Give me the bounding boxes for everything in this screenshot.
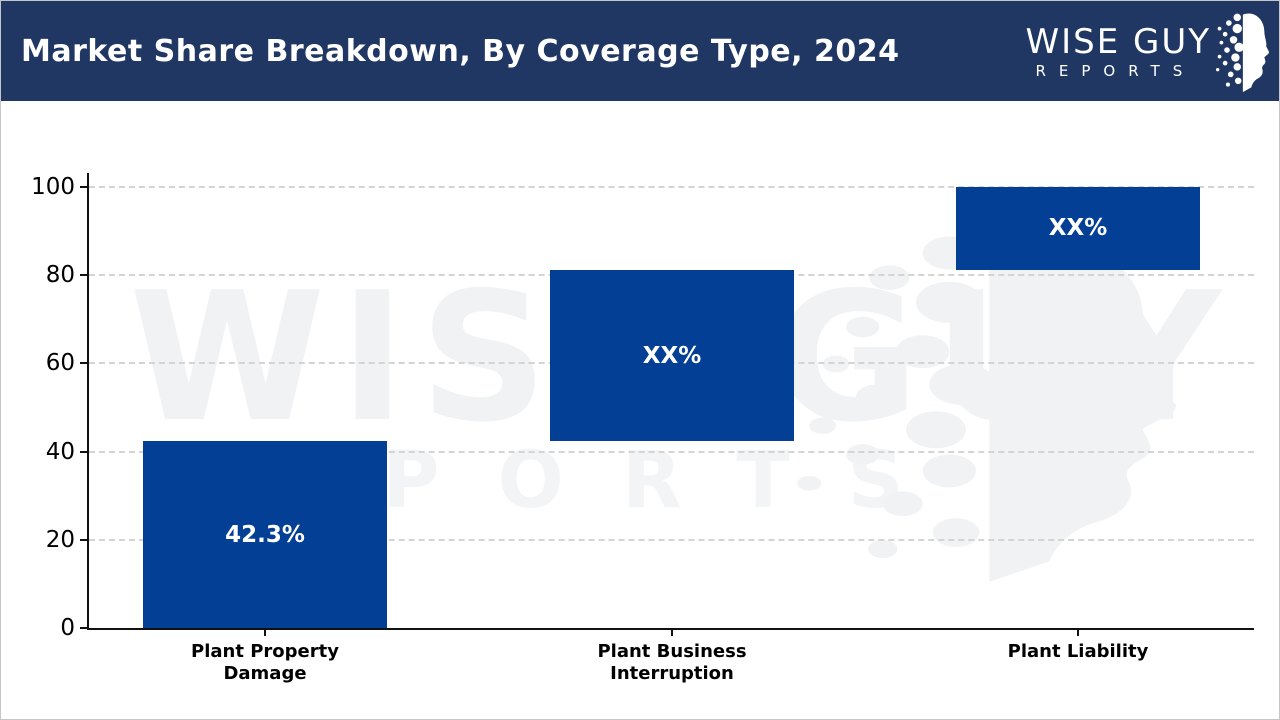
y-tick — [80, 450, 88, 453]
bar-value-label: 42.3% — [225, 521, 305, 548]
x-category-label-line: Interruption — [610, 663, 734, 684]
gridline-20 — [89, 538, 1254, 541]
x-category-label-line: Plant Property — [191, 641, 339, 662]
y-tick-label: 80 — [45, 262, 75, 289]
y-tick-label: 100 — [31, 174, 75, 200]
x-category-label-line: Plant Business — [597, 641, 747, 662]
y-tick — [80, 362, 88, 365]
wise-guy-head-icon — [1215, 13, 1269, 93]
y-tick — [80, 186, 88, 188]
y-tick-label: 60 — [45, 350, 75, 377]
x-tick — [671, 628, 673, 636]
y-tick — [80, 538, 88, 541]
logo-subtitle: REPORTS — [1035, 61, 1196, 80]
x-category-label: Plant Business Interruption — [512, 641, 832, 685]
logo-text: WISE GUY REPORTS — [1025, 23, 1211, 80]
bar-segment-1 — [143, 441, 387, 628]
bar-value-label: XX% — [642, 342, 702, 369]
watermark-head-icon — [797, 235, 1176, 582]
x-tick — [264, 628, 266, 636]
x-category-label-line: Plant Liability — [1007, 641, 1149, 662]
y-tick-label: 20 — [45, 526, 75, 553]
y-tick — [80, 274, 88, 277]
x-category-label: Plant Liability — [918, 641, 1238, 663]
page-title: Market Share Breakdown, By Coverage Type… — [21, 33, 900, 69]
gridline-100 — [89, 186, 1254, 188]
x-category-label-line: Damage — [223, 663, 307, 684]
y-axis-line — [87, 173, 89, 630]
y-tick — [80, 627, 88, 629]
wise-guy-logo: WISE GUY REPORTS — [1025, 7, 1269, 95]
header-bar: Market Share Breakdown, By Coverage Type… — [1, 1, 1279, 101]
x-axis-line — [87, 628, 1254, 630]
y-tick-label: 40 — [45, 438, 75, 465]
y-tick-label: 0 — [60, 615, 75, 641]
x-category-label: Plant Property Damage — [105, 641, 425, 685]
logo-name: WISE GUY — [1025, 21, 1211, 62]
gridline-40 — [89, 450, 1254, 453]
bar-segment-3 — [956, 187, 1200, 270]
x-tick — [1077, 628, 1079, 636]
bar-value-label: XX% — [1048, 215, 1108, 242]
bar-segment-2 — [550, 269, 794, 442]
